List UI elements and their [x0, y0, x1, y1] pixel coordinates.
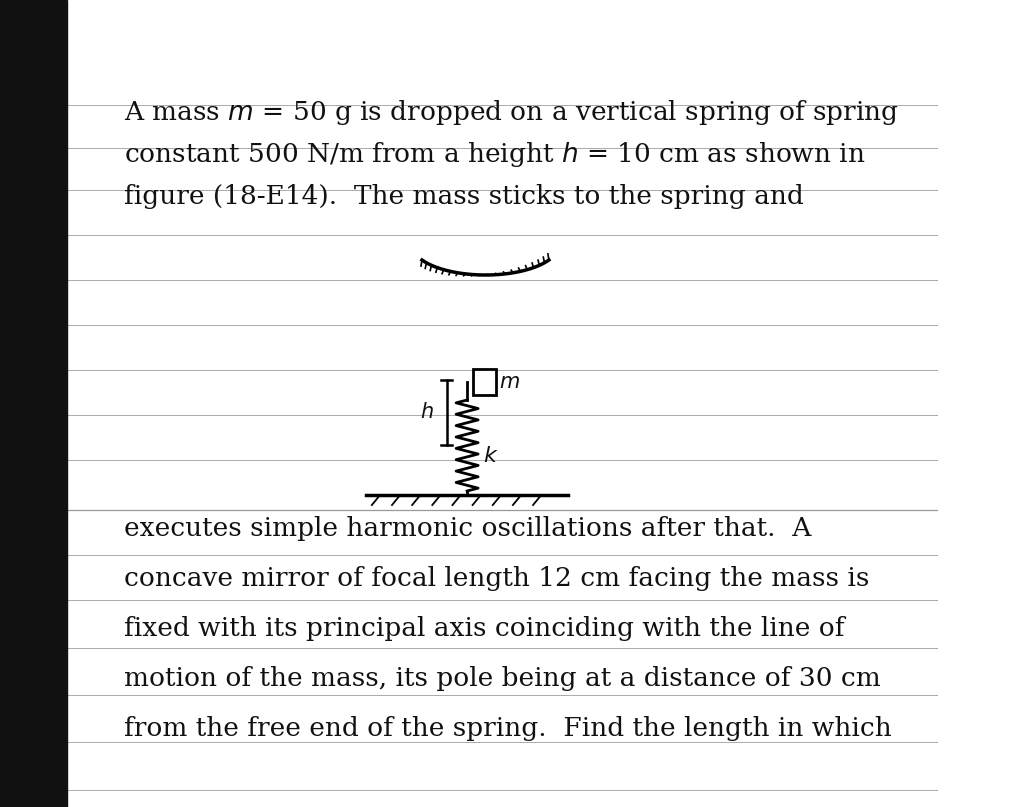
Text: motion of the mass, its pole being at a distance of 30 cm: motion of the mass, its pole being at a …	[124, 666, 881, 691]
Text: figure (18-E14).  The mass sticks to the spring and: figure (18-E14). The mass sticks to the …	[124, 184, 804, 209]
Text: $h$: $h$	[420, 403, 434, 423]
Text: executes simple harmonic oscillations after that.  A: executes simple harmonic oscillations af…	[124, 516, 811, 541]
Bar	[0, 0, 67, 807]
Text: from the free end of the spring.  Find the length in which: from the free end of the spring. Find th…	[124, 716, 892, 741]
Bar	[473, 369, 497, 395]
Text: $m$: $m$	[499, 373, 520, 391]
Text: constant 500 N/m from a height $h$ = 10 cm as shown in: constant 500 N/m from a height $h$ = 10 …	[124, 140, 865, 169]
Text: $k$: $k$	[482, 445, 499, 466]
Text: fixed with its principal axis coinciding with the line of: fixed with its principal axis coinciding…	[124, 616, 844, 641]
Text: A mass $m$ = 50 g is dropped on a vertical spring of spring: A mass $m$ = 50 g is dropped on a vertic…	[124, 98, 899, 127]
Text: concave mirror of focal length 12 cm facing the mass is: concave mirror of focal length 12 cm fac…	[124, 566, 869, 591]
